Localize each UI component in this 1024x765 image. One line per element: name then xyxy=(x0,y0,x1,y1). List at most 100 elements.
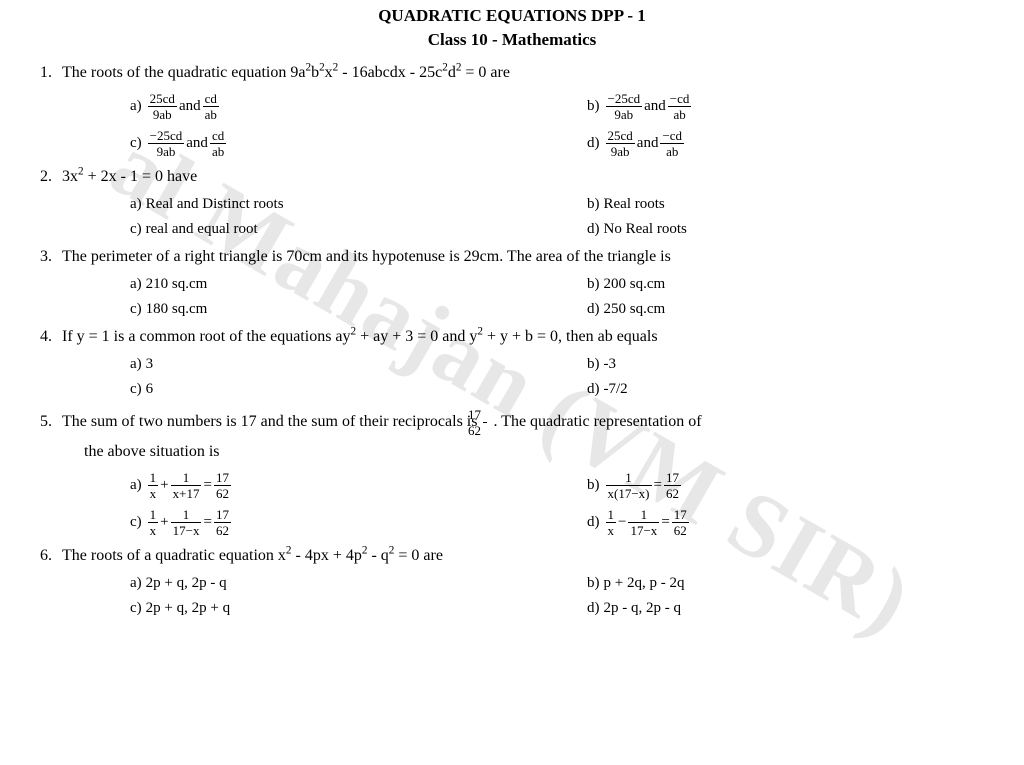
q6-opt-a: a) 2p + q, 2p - q xyxy=(130,575,527,592)
label-a: a) xyxy=(130,356,142,373)
q6-t4: = 0 are xyxy=(394,547,443,564)
q5-ft: 17 xyxy=(483,408,487,423)
label-b: b) xyxy=(587,196,600,213)
q1-opt-a: a) 25cd9ab and cdab xyxy=(130,92,527,121)
label-b: b) xyxy=(587,356,600,373)
q1a-f2t: cd xyxy=(203,92,219,107)
q5b-eq: = xyxy=(654,477,662,494)
q1c-and: and xyxy=(186,135,208,152)
question-3-text: 3.The perimeter of a right triangle is 7… xyxy=(40,248,984,266)
q4a: 3 xyxy=(146,356,154,373)
label-a: a) xyxy=(130,196,142,213)
q5-t2: . The quadratic representation of xyxy=(489,413,701,430)
label-a: a) xyxy=(130,575,142,592)
q5a-plus: + xyxy=(160,477,168,494)
q5c-f1t: 1 xyxy=(148,508,159,523)
q1-num: 1. xyxy=(40,64,62,82)
q5a-f2b: x+17 xyxy=(171,486,202,500)
q5c-f2b: 17−x xyxy=(171,523,202,537)
q1c-f2t: cd xyxy=(210,129,226,144)
q5a-f1t: 1 xyxy=(148,471,159,486)
q5b-f2b: 62 xyxy=(664,486,681,500)
header-title: QUADRATIC EQUATIONS DPP - 1 xyxy=(40,6,984,26)
q2-t2: + 2x - 1 = 0 have xyxy=(84,168,198,185)
q5d-f3b: 62 xyxy=(672,523,689,537)
q4d: -7/2 xyxy=(604,381,628,398)
class-subtitle: Class 10 - Mathematics xyxy=(40,30,984,50)
q1d-f2t: −cd xyxy=(660,129,684,144)
q2-opt-d: d) No Real roots xyxy=(587,221,984,238)
q3c: 180 sq.cm xyxy=(146,301,208,318)
q1-opt-b: b) −25cd9ab and −cdab xyxy=(587,92,984,121)
q5d-f2t: 1 xyxy=(628,508,659,523)
label-a: a) xyxy=(130,98,142,115)
q5a-f1b: x xyxy=(148,486,159,500)
question-6-text: 6.The roots of a quadratic equation x2 -… xyxy=(40,547,984,565)
label-c: c) xyxy=(130,301,142,318)
q5-opt-a: a) 1x + 1x+17 = 1762 xyxy=(130,471,527,500)
q2-num: 2. xyxy=(40,168,62,186)
q4b: -3 xyxy=(604,356,617,373)
q6-t3: - q xyxy=(367,547,388,564)
q5c-f2t: 1 xyxy=(171,508,202,523)
question-2-text: 2.3x2 + 2x - 1 = 0 have xyxy=(40,168,984,186)
q5c-plus: + xyxy=(160,514,168,531)
q5-opt-d: d) 1x − 117−x = 1762 xyxy=(587,508,984,537)
label-b: b) xyxy=(587,98,600,115)
label-d: d) xyxy=(587,221,600,238)
q5d-plus: − xyxy=(618,514,626,531)
q5b-f1t: 1 xyxy=(606,471,652,486)
q5d-f2b: 17−x xyxy=(628,523,659,537)
label-a: a) xyxy=(130,276,142,293)
question-6: 6.The roots of a quadratic equation x2 -… xyxy=(40,547,984,617)
q4-t3: + y + b = 0, then ab equals xyxy=(483,328,658,345)
q1b-f1t: −25cd xyxy=(606,92,643,107)
q2-options: a) Real and Distinct roots b) Real roots… xyxy=(40,196,984,238)
label-d: d) xyxy=(587,600,600,617)
q1-t2: b xyxy=(311,64,319,81)
q1-t5: d xyxy=(448,64,456,81)
q2c: real and equal root xyxy=(146,221,258,238)
label-c: c) xyxy=(130,514,142,531)
q4-opt-d: d) -7/2 xyxy=(587,381,984,398)
question-5-text: 5.The sum of two numbers is 17 and the s… xyxy=(40,408,984,437)
q3-opt-b: b) 200 sq.cm xyxy=(587,276,984,293)
label-b: b) xyxy=(587,276,600,293)
q5a-f3b: 62 xyxy=(214,486,231,500)
q1-t4: - 16abcdx - 25c xyxy=(338,64,442,81)
document-content: QUADRATIC EQUATIONS DPP - 1 Class 10 - M… xyxy=(0,0,1024,617)
q3-opt-c: c) 180 sq.cm xyxy=(130,301,527,318)
label-a: a) xyxy=(130,477,142,494)
question-4: 4.If y = 1 is a common root of the equat… xyxy=(40,328,984,398)
q6-num: 6. xyxy=(40,547,62,565)
label-b: b) xyxy=(587,477,600,494)
q3-t: The perimeter of a right triangle is 70c… xyxy=(62,248,671,265)
q1b-f2t: −cd xyxy=(668,92,692,107)
q5c-f3b: 62 xyxy=(214,523,231,537)
q1c-f1b: 9ab xyxy=(148,144,185,158)
q3-num: 3. xyxy=(40,248,62,266)
q5-num: 5. xyxy=(40,413,62,431)
q3-options: a) 210 sq.cm b) 200 sq.cm c) 180 sq.cm d… xyxy=(40,276,984,318)
q2-t1: 3x xyxy=(62,168,78,185)
q6-t2: - 4px + 4p xyxy=(292,547,362,564)
q5d-f1t: 1 xyxy=(606,508,617,523)
question-3: 3.The perimeter of a right triangle is 7… xyxy=(40,248,984,318)
q1-t3: x xyxy=(325,64,333,81)
q1-opt-d: d) 25cd9ab and −cdab xyxy=(587,129,984,158)
q6-opt-b: b) p + 2q, p - 2q xyxy=(587,575,984,592)
q6-t1: The roots of a quadratic equation x xyxy=(62,547,286,564)
q1c-f1t: −25cd xyxy=(148,129,185,144)
q5-t1: The sum of two numbers is 17 and the sum… xyxy=(62,413,481,430)
q3-opt-a: a) 210 sq.cm xyxy=(130,276,527,293)
q5a-eq: = xyxy=(203,477,211,494)
q1-t1: The roots of the quadratic equation 9a xyxy=(62,64,305,81)
q6a: 2p + q, 2p - q xyxy=(146,575,227,592)
q5-opt-b: b) 1x(17−x) = 1762 xyxy=(587,471,984,500)
label-c: c) xyxy=(130,381,142,398)
q4-t2: + ay + 3 = 0 and y xyxy=(356,328,477,345)
q5c-f3t: 17 xyxy=(214,508,231,523)
q1a-and: and xyxy=(179,98,201,115)
q1-opt-c: c) −25cd9ab and cdab xyxy=(130,129,527,158)
q5c-f1b: x xyxy=(148,523,159,537)
